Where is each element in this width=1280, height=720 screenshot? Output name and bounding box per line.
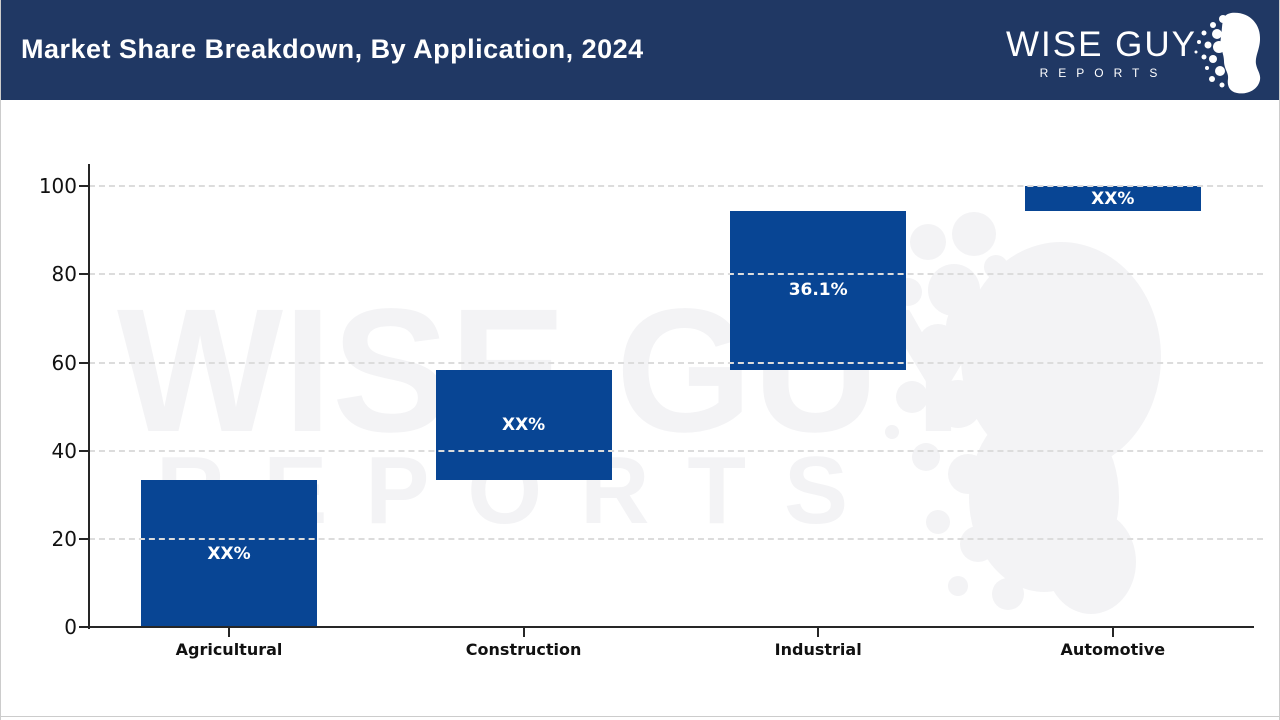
bar-value-label-agricultural: XX% bbox=[207, 543, 251, 564]
gridline-20 bbox=[89, 537, 1263, 540]
wise-guy-logo: WISE GUY REPORTS bbox=[1006, 10, 1267, 96]
x-tick-mark-automotive bbox=[1111, 628, 1114, 637]
y-tick-mark-40 bbox=[79, 449, 88, 452]
logo-wordmark-block: WISE GUY REPORTS bbox=[1005, 25, 1197, 81]
y-tick-mark-20 bbox=[79, 537, 88, 540]
watermark-face-icon bbox=[880, 212, 1161, 614]
y-tick-label-0: 0 bbox=[64, 615, 77, 639]
y-tick-mark-80 bbox=[79, 273, 88, 276]
y-tick-label-20: 20 bbox=[51, 526, 77, 551]
x-tick-mark-industrial bbox=[817, 628, 820, 637]
logo-face-icon bbox=[1194, 12, 1261, 94]
bar-agricultural bbox=[141, 480, 317, 627]
x-tick-label-construction: Construction bbox=[465, 640, 582, 659]
logo-wordmark: WISE GUY bbox=[1005, 25, 1197, 64]
y-tick-label-60: 60 bbox=[51, 350, 77, 375]
x-tick-mark-agricultural bbox=[228, 628, 230, 637]
x-tick-mark-construction bbox=[522, 628, 525, 637]
y-tick-label-40: 40 bbox=[51, 438, 77, 463]
bar-value-label-industrial: 36.1% bbox=[788, 280, 848, 301]
y-axis-spine bbox=[87, 164, 90, 629]
logo-sub-wordmark: REPORTS bbox=[1039, 66, 1168, 80]
gridline-60 bbox=[89, 361, 1263, 364]
y-tick-label-80: 80 bbox=[51, 262, 77, 287]
y-tick-label-100: 100 bbox=[38, 174, 77, 199]
y-tick-mark-60 bbox=[79, 361, 88, 364]
bar-automotive bbox=[1024, 186, 1201, 211]
x-axis-spine bbox=[87, 625, 1254, 628]
x-tick-label-automotive: Automotive bbox=[1060, 640, 1166, 659]
bar-industrial bbox=[730, 210, 907, 370]
bar-value-label-construction: XX% bbox=[501, 415, 546, 436]
x-tick-label-industrial: Industrial bbox=[774, 640, 862, 659]
gridline-40 bbox=[89, 449, 1263, 452]
x-tick-label-agricultural: Agricultural bbox=[175, 640, 283, 659]
bottom-frame-line bbox=[1, 716, 1279, 717]
y-tick-mark-0 bbox=[79, 626, 88, 628]
gridline-80 bbox=[89, 273, 1263, 276]
header: Market Share Breakdown, By Application, … bbox=[1, 0, 1279, 100]
gridline-100 bbox=[89, 185, 1263, 188]
y-tick-mark-100 bbox=[79, 185, 88, 188]
chart-title: Market Share Breakdown, By Application, … bbox=[21, 34, 644, 64]
bar-value-label-automotive: XX% bbox=[1091, 188, 1135, 209]
bar-construction bbox=[435, 370, 612, 481]
